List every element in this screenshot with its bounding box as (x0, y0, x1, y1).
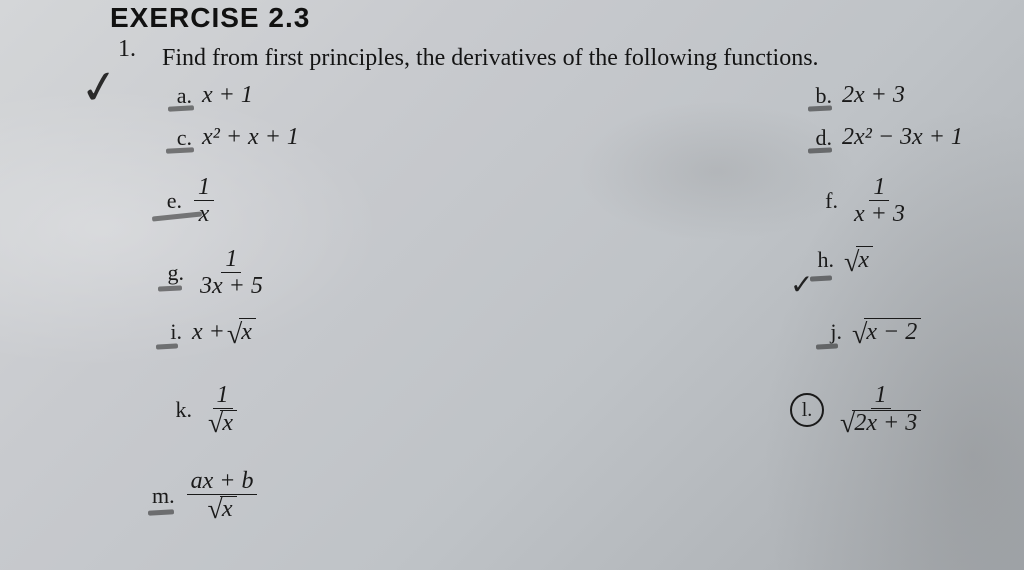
item-expr: 1 x (192, 174, 216, 227)
item-label: k. (170, 397, 192, 423)
item-expr: √x (844, 246, 873, 274)
item-f: f. 1 x + 3 (816, 174, 911, 227)
item-expr: 1 √2x + 3 (834, 382, 927, 438)
item-expr: √x − 2 (852, 318, 921, 346)
item-label: f. (816, 188, 838, 214)
hand-smudge (816, 344, 838, 350)
exercise-title: EXERCISE 2.3 (110, 2, 984, 34)
question-prompt: Find from first principles, the derivati… (162, 42, 984, 74)
item-label: i. (160, 319, 182, 345)
item-expr: x² + x + 1 (202, 124, 299, 151)
item-j: j. √x − 2 (820, 318, 921, 346)
item-expr: x + 1 (202, 82, 253, 109)
item-label: h. (812, 247, 834, 273)
question-number: 1. (118, 36, 136, 63)
checkmark-icon: ✓ (790, 268, 813, 302)
item-i: i. x + √x (160, 318, 256, 346)
circled-label-icon: l. (790, 393, 824, 427)
item-expr: 1 3x + 5 (194, 246, 269, 299)
hand-smudge (808, 148, 832, 154)
item-label: m. (152, 483, 175, 509)
item-expr: 2x² − 3x + 1 (842, 124, 963, 151)
item-d: d. 2x² − 3x + 1 (810, 124, 963, 151)
item-label: g. (162, 260, 184, 286)
exercise-page: EXERCISE 2.3 1. ✓ Find from first princi… (0, 0, 1024, 570)
item-h: h. √x (812, 246, 873, 274)
hand-smudge (166, 148, 194, 154)
item-expr: 1 √x (202, 382, 243, 438)
item-expr: 2x + 3 (842, 82, 905, 109)
item-expr: ax + b √x (185, 468, 260, 524)
item-m: m. ax + b √x (152, 468, 259, 524)
item-label: j. (820, 319, 842, 345)
hand-smudge (808, 106, 832, 112)
item-l: l. 1 √2x + 3 (790, 382, 927, 438)
item-label: e. (160, 188, 182, 214)
item-g: g. 1 3x + 5 (162, 246, 269, 299)
item-expr: 1 x + 3 (848, 174, 911, 227)
item-expr: x + √x (192, 318, 256, 346)
hand-smudge (156, 344, 178, 350)
hand-smudge (168, 106, 194, 112)
checkmark-icon: ✓ (76, 58, 122, 117)
item-k: k. 1 √x (170, 382, 243, 438)
hand-smudge (810, 276, 832, 282)
